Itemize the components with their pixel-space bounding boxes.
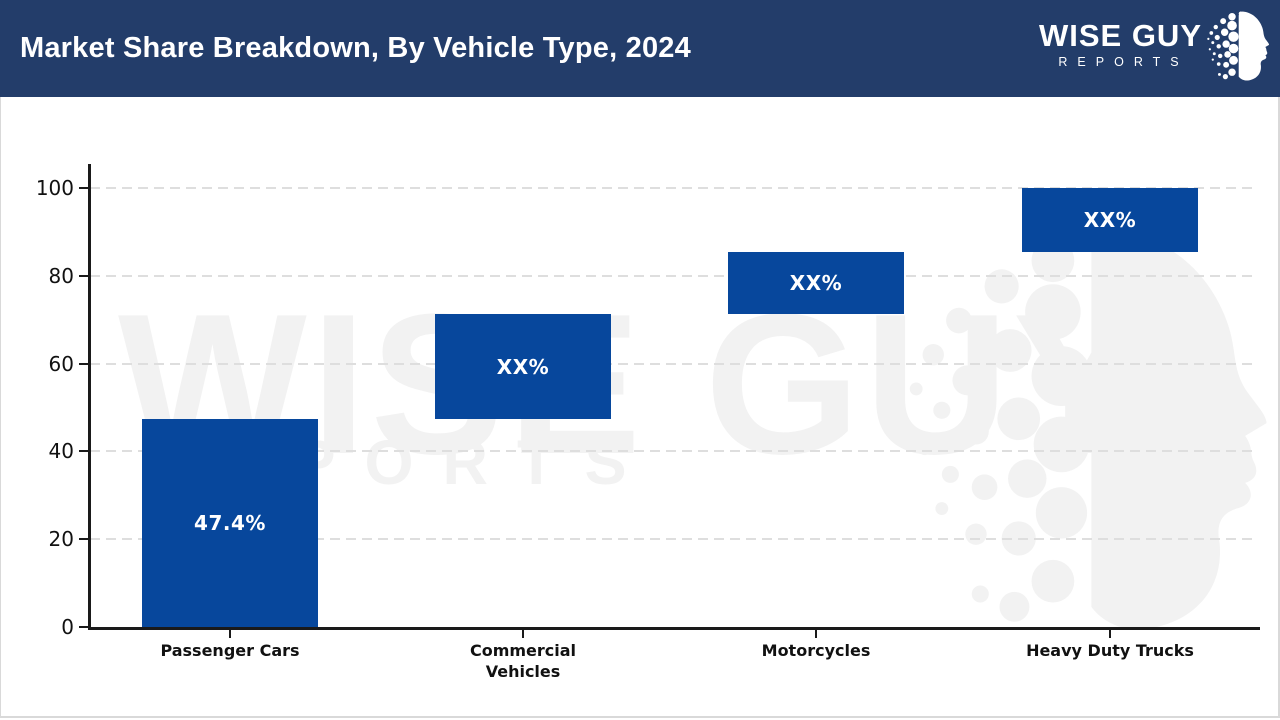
brand-name: WISE GUY xyxy=(1038,18,1202,53)
page-border-left xyxy=(0,97,1,717)
bar-value-label: 47.4% xyxy=(194,510,266,535)
gridline-60 xyxy=(90,362,1258,365)
x-tick-mark-motorcycles xyxy=(815,630,817,638)
y-tick-label-80: 80 xyxy=(48,263,74,288)
y-tick-label-60: 60 xyxy=(48,351,74,376)
brand-sub: REPORTS xyxy=(1058,55,1189,69)
bar-heavy-duty-trucks: XX% xyxy=(1022,188,1198,252)
x-category-label-heavy-duty-trucks: Heavy Duty Trucks xyxy=(1026,641,1194,660)
bar-value-label: XX% xyxy=(496,354,550,379)
y-tick-mark-60 xyxy=(79,362,88,365)
brand-text: WISE GUY REPORTS xyxy=(1039,20,1202,69)
watermark-head-icon xyxy=(855,218,1280,688)
x-tick-mark-passenger-cars xyxy=(229,630,231,638)
y-tick-mark-80 xyxy=(79,274,88,277)
y-axis xyxy=(88,164,91,630)
bar-motorcycles: XX% xyxy=(728,251,904,315)
y-tick-label-0: 0 xyxy=(61,615,74,639)
x-category-label-commercial-vehicles: Commercial Vehicles xyxy=(469,641,577,681)
gridline-80 xyxy=(90,274,1258,277)
y-tick-mark-0 xyxy=(79,626,88,628)
page-border-right xyxy=(1278,97,1280,717)
gridline-20 xyxy=(90,538,1258,541)
brand-logo: WISE GUY REPORTS xyxy=(1034,4,1274,94)
header: Market Share Breakdown, By Vehicle Type,… xyxy=(0,0,1280,97)
y-tick-mark-20 xyxy=(79,538,88,541)
y-tick-mark-40 xyxy=(79,450,88,453)
page-title: Market Share Breakdown, By Vehicle Type,… xyxy=(20,32,691,64)
x-axis xyxy=(88,627,1260,630)
bar-value-label: XX% xyxy=(1083,207,1137,232)
bar-commercial-vehicles: XX% xyxy=(435,314,611,419)
brand-head-icon xyxy=(1198,8,1272,92)
x-category-label-motorcycles: Motorcycles xyxy=(761,641,871,660)
x-tick-mark-commercial-vehicles xyxy=(522,630,524,638)
y-tick-mark-100 xyxy=(79,187,88,189)
gridline-100 xyxy=(90,187,1258,189)
page-border-bottom xyxy=(0,716,1280,718)
y-tick-label-40: 40 xyxy=(48,439,74,464)
y-tick-label-20: 20 xyxy=(48,527,74,552)
bar-passenger-cars: 47.4% xyxy=(142,418,318,627)
y-tick-label-100: 100 xyxy=(35,176,74,200)
x-category-label-passenger-cars: Passenger Cars xyxy=(160,641,300,660)
bar-value-label: XX% xyxy=(789,271,843,296)
gridline-40 xyxy=(90,450,1258,453)
x-tick-mark-heavy-duty-trucks xyxy=(1109,630,1111,638)
